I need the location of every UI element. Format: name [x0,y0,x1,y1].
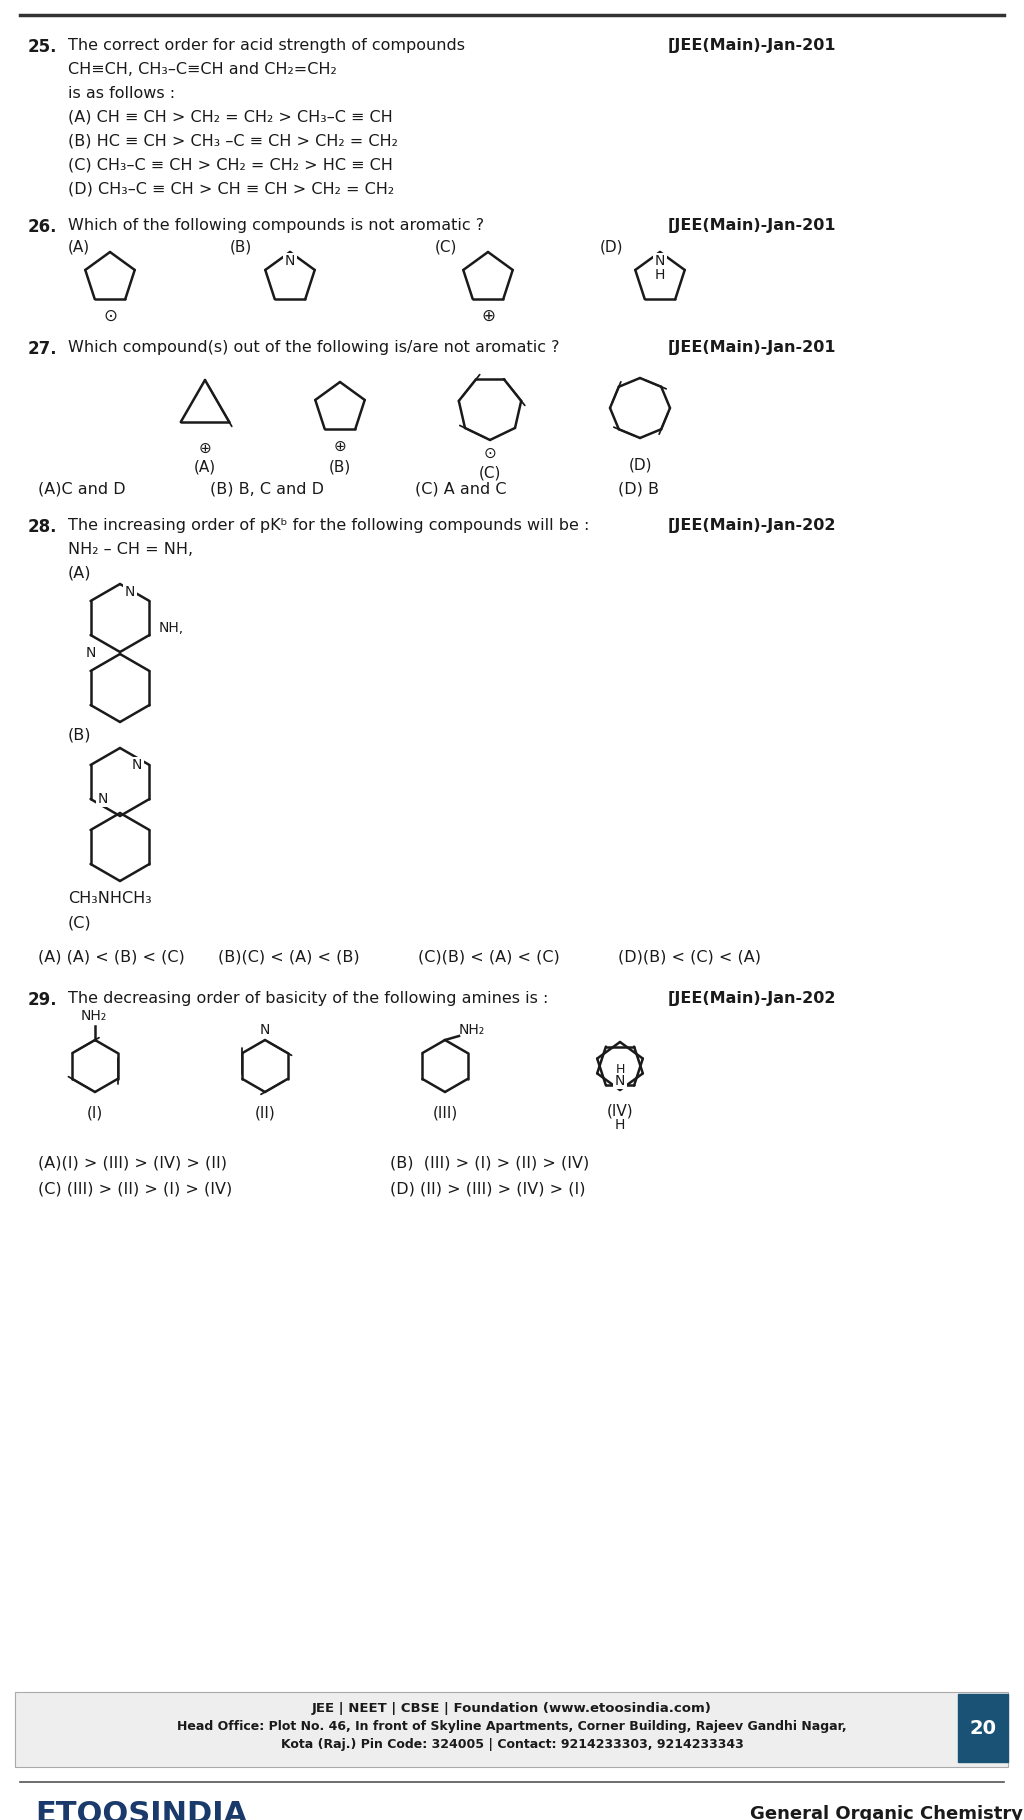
Text: (D) (II) > (III) > (IV) > (I): (D) (II) > (III) > (IV) > (I) [390,1181,586,1196]
Text: 20: 20 [970,1718,996,1738]
Text: (B) B, C and D: (B) B, C and D [210,482,324,497]
Text: (B)(C) < (A) < (B): (B)(C) < (A) < (B) [218,948,359,965]
Text: [JEE(Main)-Jan-202: [JEE(Main)-Jan-202 [668,519,837,533]
Text: (B) HC ≡ CH > CH₃ –C ≡ CH > CH₂ = CH₂: (B) HC ≡ CH > CH₃ –C ≡ CH > CH₂ = CH₂ [68,135,398,149]
Text: The decreasing order of basicity of the following amines is :: The decreasing order of basicity of the … [68,992,549,1006]
Text: (III): (III) [432,1107,458,1121]
Text: (C) A and C: (C) A and C [415,482,507,497]
Text: 26.: 26. [28,218,57,237]
Text: (A): (A) [68,240,90,255]
Text: (B): (B) [329,460,351,475]
Text: CH≡CH, CH₃–C≡CH and CH₂=CH₂: CH≡CH, CH₃–C≡CH and CH₂=CH₂ [68,62,337,76]
Text: (C)(B) < (A) < (C): (C)(B) < (A) < (C) [418,948,560,965]
Text: ⊕: ⊕ [481,308,495,326]
Text: (C): (C) [435,240,458,255]
Text: (A): (A) [68,566,91,581]
Text: (C): (C) [68,915,91,930]
Text: N: N [98,792,109,806]
Text: H: H [614,1117,626,1132]
Text: 27.: 27. [28,340,57,359]
Text: [JEE(Main)-Jan-202: [JEE(Main)-Jan-202 [668,992,837,1006]
Text: (A)(I) > (III) > (IV) > (II): (A)(I) > (III) > (IV) > (II) [38,1156,227,1170]
Text: (D)(B) < (C) < (A): (D)(B) < (C) < (A) [618,948,761,965]
Text: NH₂: NH₂ [81,1008,108,1023]
Text: Which compound(s) out of the following is/are not aromatic ?: Which compound(s) out of the following i… [68,340,559,355]
Text: N: N [654,255,666,268]
Text: (B): (B) [230,240,252,255]
Text: 29.: 29. [28,992,57,1008]
Text: Head Office: Plot No. 46, In front of Skyline Apartments, Corner Building, Rajee: Head Office: Plot No. 46, In front of Sk… [177,1720,847,1733]
Text: The increasing order of pKᵇ for the following compounds will be :: The increasing order of pKᵇ for the foll… [68,519,590,533]
Text: (D) B: (D) B [618,482,659,497]
Text: is as follows :: is as follows : [68,86,175,100]
Text: NH₂: NH₂ [459,1023,485,1037]
Text: (A) CH ≡ CH > CH₂ = CH₂ > CH₃–C ≡ CH: (A) CH ≡ CH > CH₂ = CH₂ > CH₃–C ≡ CH [68,109,393,126]
Text: H: H [615,1063,625,1076]
Text: Kota (Raj.) Pin Code: 324005 | Contact: 9214233303, 9214233343: Kota (Raj.) Pin Code: 324005 | Contact: … [281,1738,743,1751]
Text: (A)C and D: (A)C and D [38,482,126,497]
Text: (A): (A) [194,460,216,475]
Text: (B): (B) [68,726,91,743]
Text: N: N [285,255,295,268]
Text: N: N [132,757,142,772]
Text: ETOOSINDIA: ETOOSINDIA [35,1800,247,1820]
Text: (A) (A) < (B) < (C): (A) (A) < (B) < (C) [38,948,184,965]
Text: (II): (II) [255,1107,275,1121]
FancyBboxPatch shape [958,1694,1008,1762]
Text: The correct order for acid strength of compounds: The correct order for acid strength of c… [68,38,465,53]
Text: (C) CH₃–C ≡ CH > CH₂ = CH₂ > HC ≡ CH: (C) CH₃–C ≡ CH > CH₂ = CH₂ > HC ≡ CH [68,158,393,173]
Text: N: N [125,584,135,599]
Text: (C) (III) > (II) > (I) > (IV): (C) (III) > (II) > (I) > (IV) [38,1181,232,1196]
Text: (D): (D) [600,240,624,255]
Text: [JEE(Main)-Jan-201: [JEE(Main)-Jan-201 [668,38,837,53]
Text: ⊕: ⊕ [334,439,346,453]
Text: (D) CH₃–C ≡ CH > CH ≡ CH > CH₂ = CH₂: (D) CH₃–C ≡ CH > CH ≡ CH > CH₂ = CH₂ [68,182,394,197]
Text: 28.: 28. [28,519,57,537]
Text: H: H [654,268,666,282]
Text: N: N [86,646,96,661]
Text: N: N [614,1074,626,1088]
Text: (B)  (III) > (I) > (II) > (IV): (B) (III) > (I) > (II) > (IV) [390,1156,589,1170]
Text: NH,: NH, [159,621,184,635]
Text: 25.: 25. [28,38,57,56]
Text: [JEE(Main)-Jan-201: [JEE(Main)-Jan-201 [668,218,837,233]
FancyBboxPatch shape [15,1693,1008,1767]
Text: ⊕: ⊕ [199,440,211,455]
Text: NH₂ – CH = NH,: NH₂ – CH = NH, [68,542,194,557]
Text: CH₃NHCH₃: CH₃NHCH₃ [68,892,152,906]
Text: ⊙: ⊙ [483,446,497,460]
Text: (D): (D) [629,459,651,473]
Text: N: N [260,1023,270,1037]
Text: (I): (I) [87,1107,103,1121]
Text: Which of the following compounds is not aromatic ?: Which of the following compounds is not … [68,218,484,233]
Text: (C): (C) [479,466,501,480]
Text: (IV): (IV) [606,1105,633,1119]
Text: General Organic Chemistry: General Organic Chemistry [750,1805,1023,1820]
Text: JEE | NEET | CBSE | Foundation (www.etoosindia.com): JEE | NEET | CBSE | Foundation (www.etoo… [312,1702,712,1714]
Text: [JEE(Main)-Jan-201: [JEE(Main)-Jan-201 [668,340,837,355]
Text: ⊙: ⊙ [103,308,117,326]
